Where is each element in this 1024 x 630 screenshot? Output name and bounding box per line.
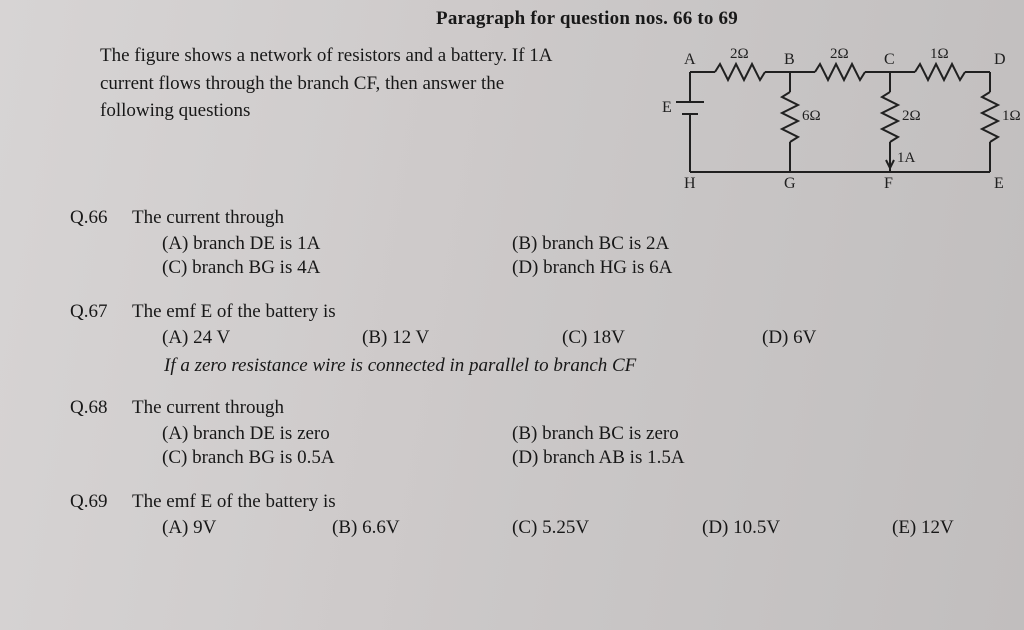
q69: Q.69 The emf E of the battery is (A) 9V … [70,491,984,539]
q69-opt-a: (A) 9V [162,517,332,539]
res-de: 1Ω [1002,108,1021,124]
q68-opt-a: (A) branch DE is zero [162,423,512,445]
circuit-diagram: A B C D H G F E E 2Ω 2Ω 1Ω 6Ω 2Ω 1Ω [650,42,1024,197]
q69-opt-b: (B) 6.6V [332,517,512,539]
q68-num: Q.68 [70,397,132,419]
q68-stem: The current through [132,397,984,419]
q69-stem: The emf E of the battery is [132,491,984,513]
q67-opt-c: (C) 18V [562,327,762,349]
q66-stem: The current through [132,207,984,229]
res-cf: 2Ω [902,108,921,124]
q66-num: Q.66 [70,207,132,229]
q68: Q.68 The current through (A) branch DE i… [70,397,984,469]
paragraph-header: Paragraph for question nos. 66 to 69 [190,8,984,30]
intro-line3: following questions [100,100,250,121]
battery-label: E [662,99,672,116]
node-d: D [994,51,1006,68]
zero-resistance-note: If a zero resistance wire is connected i… [164,355,984,377]
q69-opt-e: (E) 12V [892,517,984,539]
q66: Q.66 The current through (A) branch DE i… [70,207,984,279]
node-b: B [784,51,795,68]
current-1a: 1A [897,150,916,166]
q67-opt-a: (A) 24 V [162,327,362,349]
q68-opt-c: (C) branch BG is 0.5A [162,447,512,469]
intro-line1: The figure shows a network of resistors … [100,45,553,66]
q68-opt-d: (D) branch AB is 1.5A [512,447,984,469]
node-g: G [784,175,796,192]
q69-opt-c: (C) 5.25V [512,517,702,539]
res-bg: 6Ω [802,108,821,124]
page-content: Paragraph for question nos. 66 to 69 The… [0,0,1024,559]
res-ab: 2Ω [730,46,749,62]
q66-opt-d: (D) branch HG is 6A [512,257,984,279]
node-e: E [994,175,1004,192]
q66-opt-c: (C) branch BG is 4A [162,257,512,279]
q68-opt-b: (B) branch BC is zero [512,423,984,445]
intro-text: The figure shows a network of resistors … [70,42,640,125]
q67: Q.67 The emf E of the battery is (A) 24 … [70,301,984,349]
q67-num: Q.67 [70,301,132,323]
node-a: A [684,51,696,68]
node-h: H [684,175,696,192]
q66-opt-a: (A) branch DE is 1A [162,233,512,255]
q69-num: Q.69 [70,491,132,513]
node-c: C [884,51,895,68]
intro-line2: current flows through the branch CF, the… [100,73,504,94]
res-cd: 1Ω [930,46,949,62]
q69-opt-d: (D) 10.5V [702,517,892,539]
q66-opt-b: (B) branch BC is 2A [512,233,984,255]
q67-opt-d: (D) 6V [762,327,984,349]
intro-block: The figure shows a network of resistors … [70,42,984,197]
node-f: F [884,175,893,192]
res-bc: 2Ω [830,46,849,62]
q67-opt-b: (B) 12 V [362,327,562,349]
q67-stem: The emf E of the battery is [132,301,984,323]
